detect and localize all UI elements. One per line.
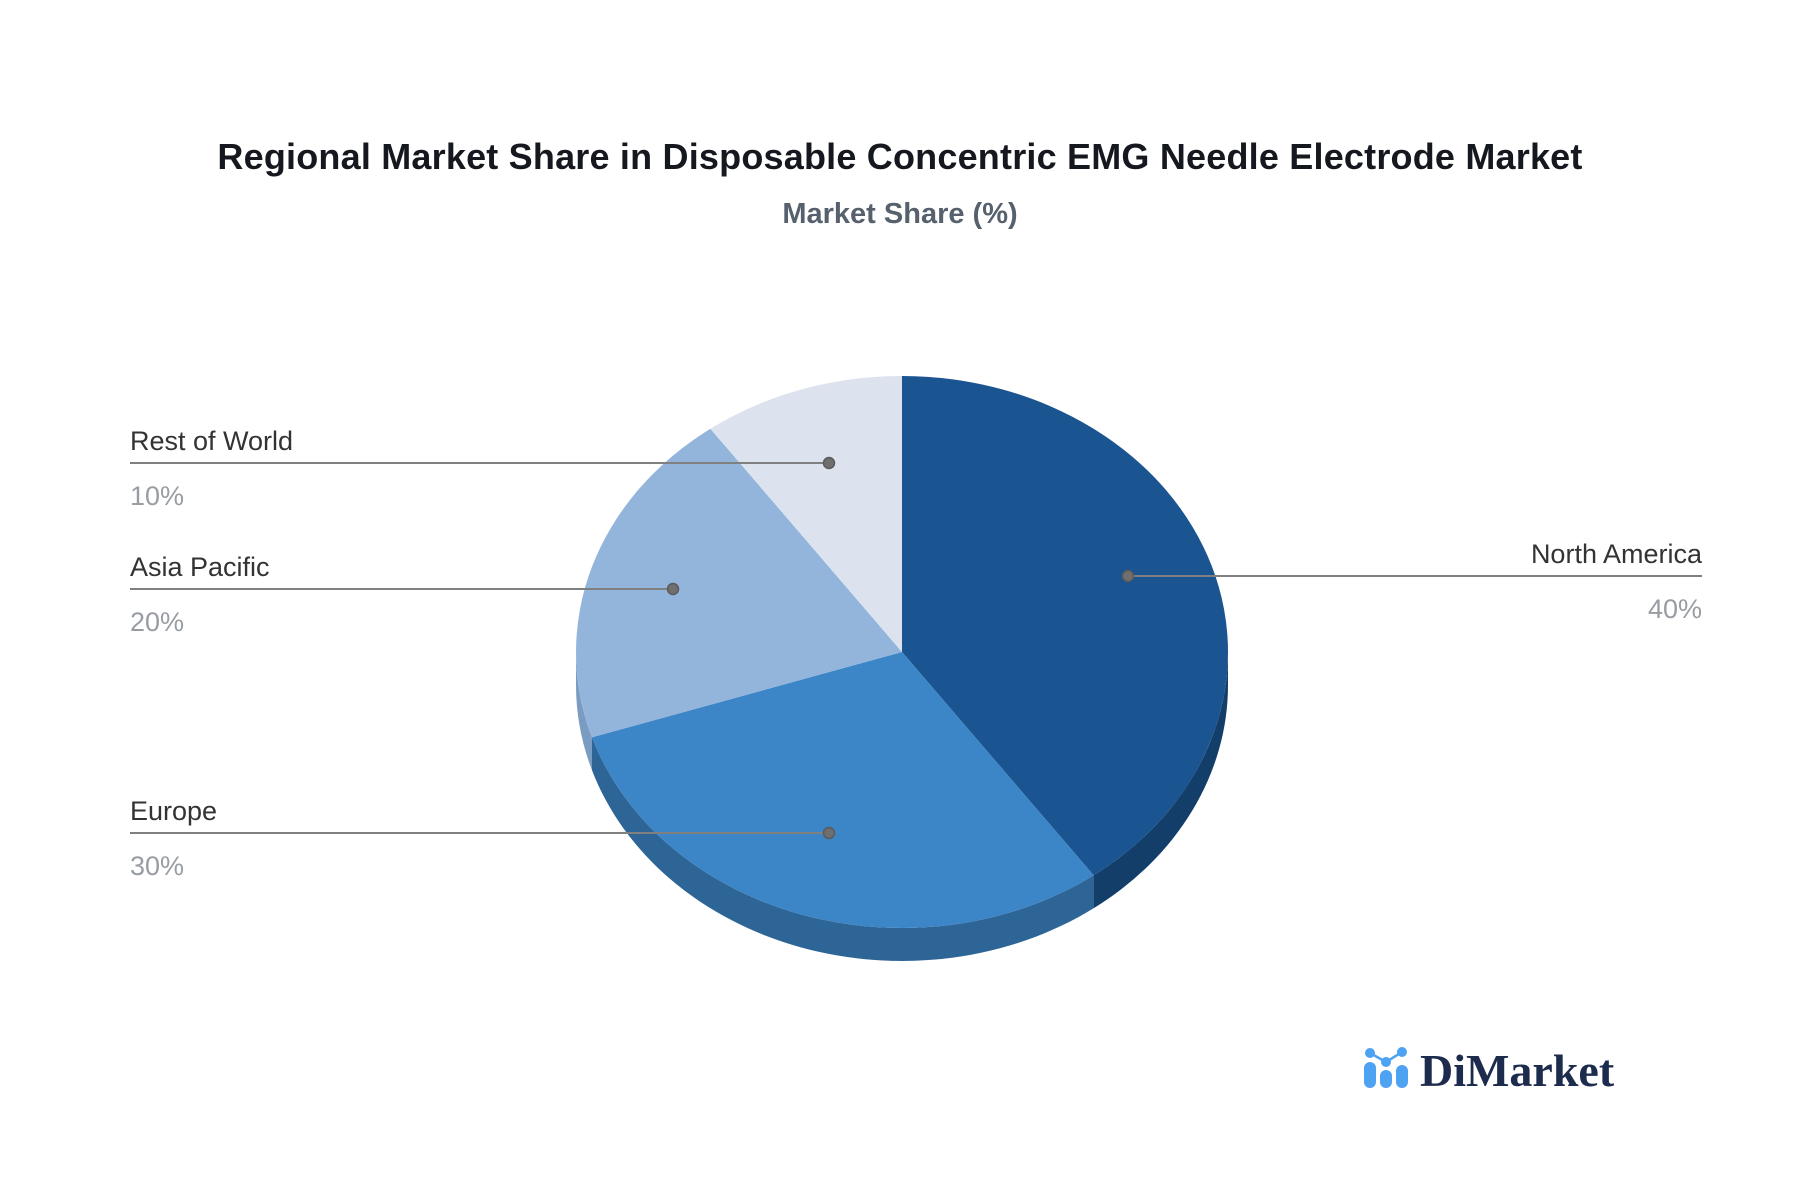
callout-asia-pacific: Asia Pacific 20%: [130, 552, 680, 637]
bar-chart-icon: [1364, 1047, 1408, 1088]
callout-dot: [822, 826, 836, 840]
callout-dot: [822, 456, 836, 470]
callout-label: Asia Pacific: [130, 552, 270, 582]
chart-title: Regional Market Share in Disposable Conc…: [217, 136, 1583, 177]
pie-slice-rest-of-world: [710, 376, 902, 652]
callout-north-america: North America 40%: [1121, 539, 1703, 624]
callout-labels: North America 40% Europe 30% Asia Pacifi…: [130, 426, 1703, 881]
callout-label: North America: [1531, 539, 1703, 569]
callout-value: 10%: [130, 481, 184, 511]
callout-europe: Europe 30%: [130, 796, 836, 881]
callout-label: Rest of World: [130, 426, 293, 456]
pie-slice-asia-pacific: [576, 428, 902, 738]
callout-label: Europe: [130, 796, 217, 826]
pie-slice-north-america: [902, 376, 1229, 876]
callout-value: 40%: [1648, 594, 1702, 624]
callout-rest-of-world: Rest of World 10%: [130, 426, 836, 511]
pie-slice-europe: [592, 652, 1094, 928]
pie-rim-north-america: [1093, 652, 1228, 909]
callout-value: 20%: [130, 607, 184, 637]
pie-rim-asia-pacific: [576, 652, 592, 771]
callout-dot: [1121, 569, 1135, 583]
dimarket-logo: DiMarket: [1364, 1045, 1615, 1096]
logo-text: DiMarket: [1420, 1045, 1615, 1096]
callout-value: 30%: [130, 851, 184, 881]
callout-dot: [666, 582, 680, 596]
pie-3d: [576, 376, 1229, 961]
pie-rim-europe: [592, 737, 1094, 961]
chart-subtitle: Market Share (%): [782, 198, 1018, 230]
